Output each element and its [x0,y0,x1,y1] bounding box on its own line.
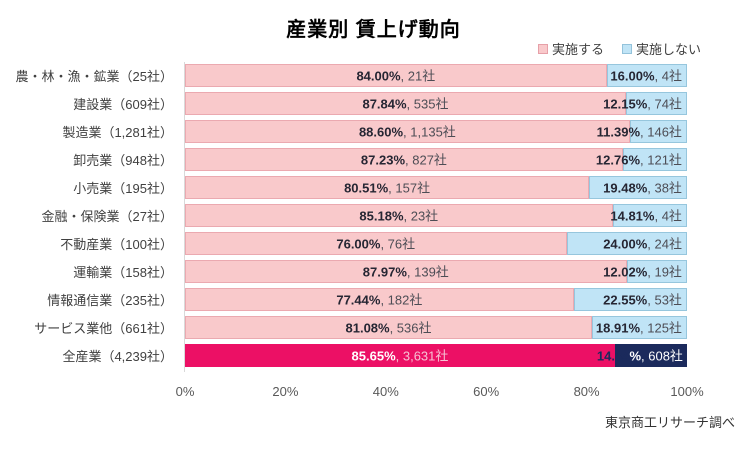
bar-row: 運輸業（158社） 87.97%, 139社 12.02%, 19社 [0,260,687,283]
category-label: 運輸業（158社） [73,265,173,280]
x-axis-tick-label: 60% [473,384,500,399]
bar-segment-decline: 16.00%, 4社 [606,64,687,87]
bar-segment-decline: 14.81%, 4社 [610,204,687,227]
segment-label: 88.60%, 1,135社 [358,124,456,139]
bar-segment-decline: 12.02%, 19社 [603,260,687,283]
segment-label: 12.76%, 121社 [595,152,682,167]
segment-label: 16.00%, 4社 [610,68,682,83]
bar-row: 農・林・漁・鉱業（25社） 84.00%, 21社 16.00%, 4社 [0,64,687,87]
segment-label: 81.08%, 536社 [345,320,432,335]
bar-track: 80.51%, 157社 19.48%, 38社 [185,176,687,199]
category-label: 製造業（1,281社） [62,125,173,140]
bar-segment-decline: 12.76%, 121社 [596,148,687,171]
bar-segment-implement: 87.84%, 535社 [185,92,626,115]
bar-track: 81.08%, 536社 18.91%, 125社 [185,316,687,339]
segment-label: 22.55%, 53社 [603,292,682,307]
bar-row: 製造業（1,281社） 88.60%, 1,135社 11.39%, 146社 [0,120,687,143]
segment-label: 14.81%, 4社 [610,208,682,223]
x-axis-tick-label: 100% [670,384,704,399]
bar-row: 金融・保険業（27社） 85.18%, 23社 14.81%, 4社 [0,204,687,227]
bar-segment-decline: 19.48%, 38社 [589,176,687,199]
category-label: 全産業（4,239社） [62,349,173,364]
segment-label: 76.00%, 76社 [336,236,416,251]
bar-rows: 農・林・漁・鉱業（25社） 84.00%, 21社 16.00%, 4社建設業（60… [0,64,687,372]
bar-segment-implement: 77.44%, 182社 [185,288,574,311]
bar-segment-decline: 14.34%, 608社 [597,344,687,367]
category-label: 不動産業（100社） [60,237,173,252]
bar-segment-implement: 76.00%, 76社 [185,232,567,255]
x-axis-tick-label: 40% [372,384,399,399]
segment-label: 84.00%, 21社 [356,68,436,83]
x-axis-tick-label: 80% [573,384,600,399]
segment-label: 12.15%, 74社 [603,96,682,111]
legend-swatch-decline [621,43,632,54]
segment-label: 85.65%, 3,631社 [351,348,449,363]
bar-track: 87.84%, 535社 12.15%, 74社 [185,92,687,115]
bar-row: 建設業（609社） 87.84%, 535社 12.15%, 74社 [0,92,687,115]
bar-row: 小売業（195社） 80.51%, 157社 19.48%, 38社 [0,176,687,199]
chart-title: 産業別 賃上げ動向 [286,19,461,41]
category-label: 金融・保険業（27社） [41,209,173,224]
category-label: 卸売業（948社） [73,153,173,168]
x-axis-tick-label: 20% [272,384,299,399]
segment-label: 87.84%, 535社 [362,96,449,111]
bar-track: 76.00%, 76社 24.00%, 24社 [185,232,687,255]
category-label: 農・林・漁・鉱業（25社） [15,69,173,84]
segment-label: 87.97%, 139社 [362,264,449,279]
bar-segment-decline: 12.15%, 74社 [603,92,687,115]
segment-label: 24.00%, 24社 [603,236,682,251]
x-axis-tick-label: 0% [175,384,195,399]
bar-track: 87.23%, 827社 12.76%, 121社 [185,148,687,171]
bar-segment-implement: 85.18%, 23社 [185,204,613,227]
bar-segment-implement: 87.23%, 827社 [185,148,623,171]
segment-label: 85.18%, 23社 [359,208,439,223]
bar-segment-implement: 87.97%, 139社 [185,260,627,283]
segment-label: 14.34%, 608社 [596,348,683,363]
bar-segment-decline: 18.91%, 125社 [592,316,687,339]
legend: 実施する 実施しない [537,39,701,58]
category-label: 建設業（609社） [73,97,173,112]
bar-segment-implement: 81.08%, 536社 [185,316,593,339]
legend-item-decline: 実施しない [621,39,701,58]
category-label: 小売業（195社） [73,181,173,196]
bar-row: 卸売業（948社） 87.23%, 827社 12.76%, 121社 [0,148,687,171]
segment-label: 87.23%, 827社 [360,152,447,167]
source-note: 東京商工リサーチ調べ [604,415,735,430]
y-axis-line [184,62,185,372]
bar-segment-decline: 22.55%, 53社 [573,288,687,311]
bar-row: サービス業他（661社） 81.08%, 536社 18.91%, 125社 [0,316,687,339]
category-label: サービス業他（661社） [34,321,173,336]
bar-segment-decline: 24.00%, 24社 [566,232,687,255]
segment-label: 18.91%, 125社 [595,320,682,335]
bar-track: 85.65%, 3,631社 14.34%, 608社 [185,344,687,367]
bar-segment-implement: 84.00%, 21社 [185,64,607,87]
segment-label: 12.02%, 19社 [603,264,682,279]
bar-row: 全産業（4,239社） 85.65%, 3,631社 14.34%, 608社 [0,344,687,367]
segment-label: 19.48%, 38社 [603,180,682,195]
bar-track: 85.18%, 23社 14.81%, 4社 [185,204,687,227]
segment-label: 80.51%, 157社 [344,180,431,195]
bar-row: 情報通信業（235社） 77.44%, 182社 22.55%, 53社 [0,288,687,311]
bar-segment-implement: 88.60%, 1,135社 [185,120,630,143]
bar-segment-implement: 85.65%, 3,631社 [185,344,615,367]
bar-track: 77.44%, 182社 22.55%, 53社 [185,288,687,311]
bar-track: 84.00%, 21社 16.00%, 4社 [185,64,687,87]
bar-track: 88.60%, 1,135社 11.39%, 146社 [185,120,687,143]
bar-segment-implement: 80.51%, 157社 [185,176,590,199]
bar-segment-decline: 11.39%, 146社 [597,120,687,143]
legend-item-implement: 実施する [537,39,604,58]
legend-label: 実施する [551,42,604,57]
legend-swatch-implement [537,43,548,54]
x-axis-ticks: 0% 20% 40% 60% 80% 100% [176,384,704,400]
segment-label: 11.39%, 146社 [596,124,682,139]
segment-label: 77.44%, 182社 [336,292,423,307]
legend-label: 実施しない [635,42,701,57]
bar-row: 不動産業（100社） 76.00%, 76社 24.00%, 24社 [0,232,687,255]
bar-track: 87.97%, 139社 12.02%, 19社 [185,260,687,283]
category-label: 情報通信業（235社） [47,293,173,308]
